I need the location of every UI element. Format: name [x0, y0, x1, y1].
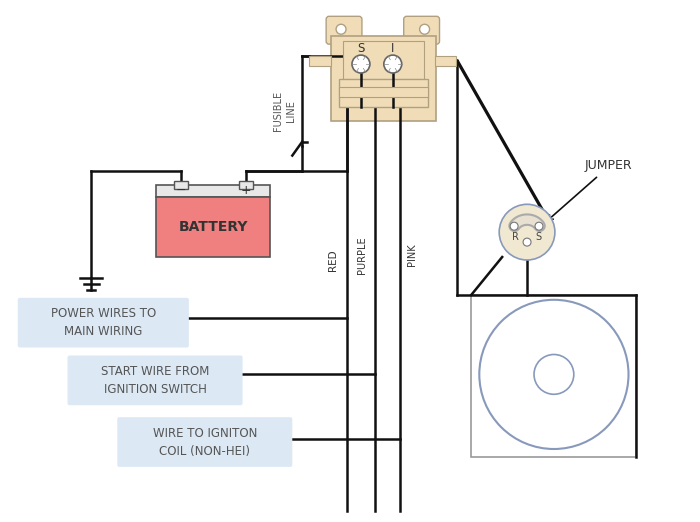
Circle shape: [384, 55, 402, 73]
Circle shape: [510, 222, 518, 230]
Bar: [343, 41, 424, 79]
FancyBboxPatch shape: [117, 417, 293, 467]
Text: POWER WIRES TO
MAIN WIRING: POWER WIRES TO MAIN WIRING: [50, 307, 156, 338]
Circle shape: [352, 55, 370, 73]
Bar: [339, 79, 428, 107]
Text: FUSIBLE
LINE: FUSIBLE LINE: [273, 91, 295, 131]
Circle shape: [480, 300, 629, 449]
Bar: [174, 182, 188, 189]
Bar: [471, 295, 636, 457]
Text: −: −: [176, 184, 186, 197]
Circle shape: [499, 204, 555, 260]
FancyBboxPatch shape: [404, 16, 440, 44]
Text: R: R: [512, 232, 519, 242]
Bar: [331, 36, 435, 121]
Text: +: +: [240, 184, 251, 197]
Text: S: S: [535, 232, 541, 242]
Bar: [309, 56, 331, 66]
Text: BATTERY: BATTERY: [178, 220, 248, 234]
Bar: [156, 185, 270, 197]
Text: RED: RED: [328, 249, 338, 271]
Text: PURPLE: PURPLE: [357, 236, 367, 274]
Bar: [435, 56, 456, 66]
Circle shape: [336, 24, 346, 34]
Circle shape: [523, 238, 531, 246]
Bar: [339, 87, 428, 97]
FancyBboxPatch shape: [18, 298, 189, 348]
Text: PINK: PINK: [407, 244, 416, 266]
Text: JUMPER: JUMPER: [584, 159, 632, 172]
Bar: [239, 182, 253, 189]
Circle shape: [534, 354, 574, 394]
Circle shape: [535, 222, 543, 230]
FancyBboxPatch shape: [67, 355, 243, 405]
Circle shape: [419, 24, 430, 34]
Text: START WIRE FROM
IGNITION SWITCH: START WIRE FROM IGNITION SWITCH: [101, 365, 209, 396]
FancyBboxPatch shape: [326, 16, 362, 44]
Bar: [156, 197, 270, 257]
Text: WIRE TO IGNITON
COIL (NON-HEI): WIRE TO IGNITON COIL (NON-HEI): [153, 426, 257, 457]
Text: S: S: [357, 42, 365, 55]
Text: I: I: [391, 42, 395, 55]
